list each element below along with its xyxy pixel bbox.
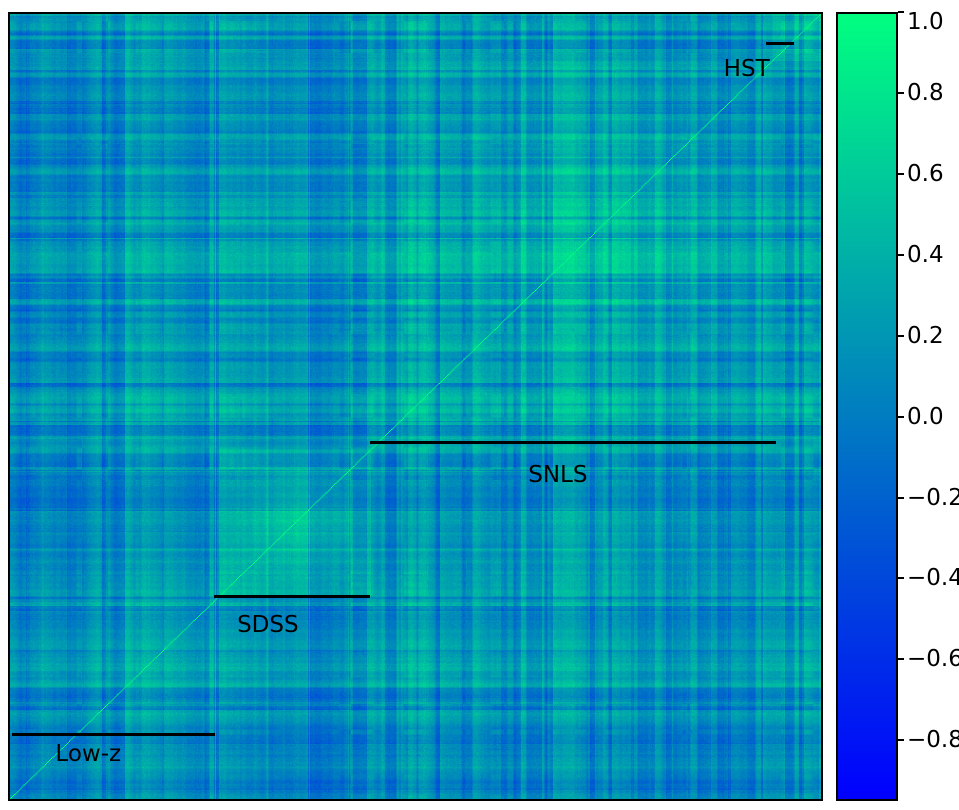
colorbar-tick-mark (898, 577, 904, 580)
colorbar-tick-label: 0.8 (907, 79, 944, 106)
colorbar-gradient (838, 14, 896, 799)
colorbar-tick-label: −0.8 (907, 727, 959, 754)
colorbar-tick-mark (898, 739, 904, 742)
colorbar-tick-label: 0.4 (907, 241, 944, 268)
colorbar-tick-mark (898, 91, 904, 94)
survey-label-low-z: Low-z (55, 740, 122, 767)
heatmap-plot-area: Low-z SDSS SNLS HST (8, 12, 823, 801)
colorbar-tick-mark (898, 334, 904, 337)
survey-label-snls: SNLS (528, 462, 588, 489)
colorbar-tick-label: 0.0 (907, 403, 944, 430)
colorbar-tick-mark (898, 253, 904, 256)
survey-line-sdss (214, 594, 371, 598)
colorbar-tick-label: 0.2 (907, 322, 944, 349)
heatmap-canvas (10, 14, 821, 799)
colorbar-tick-label: 0.6 (907, 160, 944, 187)
colorbar-tick-mark (898, 496, 904, 499)
colorbar-tick-mark (898, 11, 904, 13)
colorbar-tick-label: 1.0 (907, 9, 944, 35)
survey-label-sdss: SDSS (237, 611, 299, 638)
colorbar-tick-mark (898, 172, 904, 175)
survey-line-snls (370, 440, 776, 444)
colorbar-tick-label: −0.4 (907, 565, 959, 592)
colorbar-tick-mark (898, 415, 904, 418)
survey-label-hst: HST (723, 56, 770, 83)
survey-annotations: Low-z SDSS SNLS HST (10, 14, 821, 799)
colorbar-tick-label: −0.2 (907, 484, 959, 511)
survey-line-hst (765, 42, 795, 46)
colorbar (836, 12, 898, 801)
colorbar-tick-label: −0.6 (907, 646, 959, 673)
colorbar-tick-mark (898, 658, 904, 661)
survey-line-low-z (11, 732, 216, 736)
